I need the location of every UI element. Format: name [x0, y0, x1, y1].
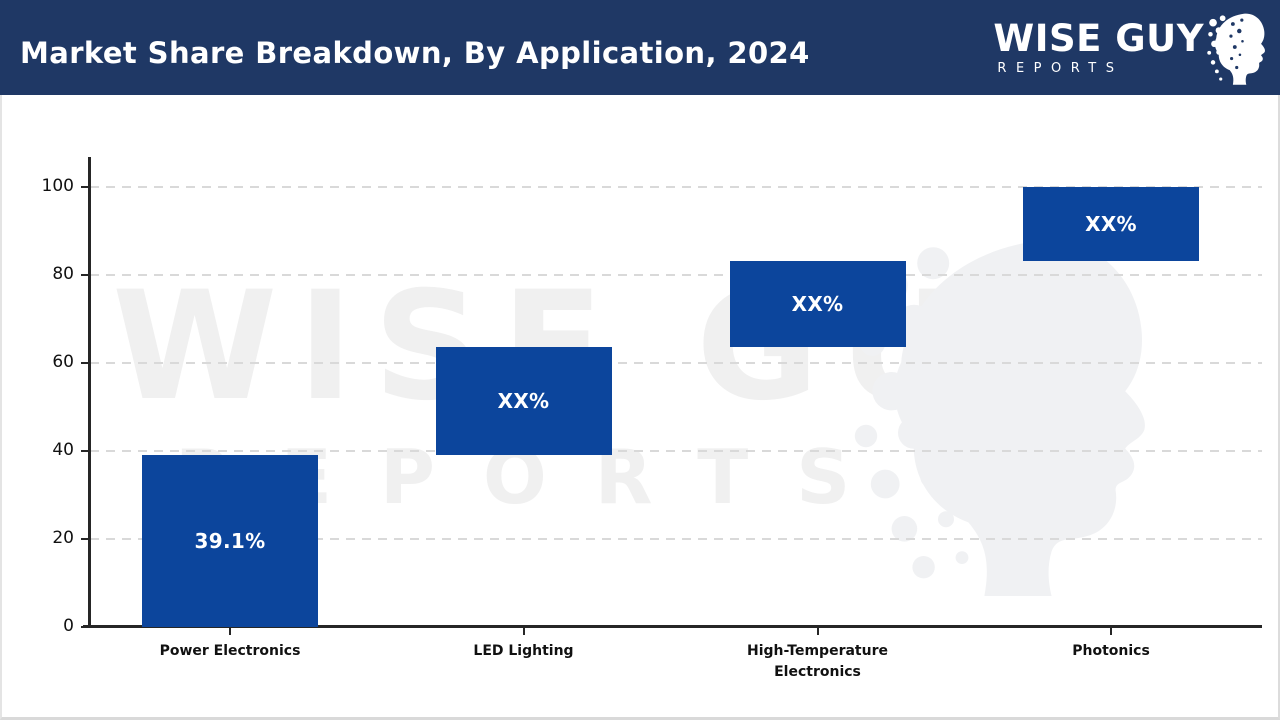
watermark-head-icon — [854, 240, 1145, 596]
gridline-60 — [90, 362, 1262, 364]
x-category-label: Power Electronics — [159, 643, 301, 659]
y-tick-label-80: 80 — [52, 264, 74, 284]
gridline-80 — [90, 274, 1262, 276]
bar-value-label: XX% — [1085, 211, 1137, 236]
y-tick-mark-60 — [81, 362, 88, 364]
y-tick-label-40: 40 — [52, 440, 74, 460]
x-tick-mark — [1110, 628, 1112, 635]
bar-segment: XX% — [729, 260, 906, 348]
y-tick-label-0: 0 — [63, 616, 74, 636]
chart-title: Market Share Breakdown, By Application, … — [20, 36, 810, 70]
y-tick-label-60: 60 — [52, 352, 74, 372]
bar-value-label: XX% — [497, 389, 550, 414]
gridline-100 — [90, 186, 1262, 188]
brand-logo-text: WISE GUY REPORTS — [993, 20, 1204, 76]
x-category-label: Photonics — [1072, 643, 1150, 659]
y-tick-mark-100 — [81, 186, 88, 188]
x-axis-line — [83, 625, 1262, 628]
x-category-label: High-Temperature Electronics — [747, 643, 888, 680]
bar-segment: XX% — [1023, 187, 1199, 261]
header-bar: Market Share Breakdown, By Application, … — [0, 0, 1280, 95]
gridline-20 — [90, 538, 1262, 540]
bar-value-label: XX% — [791, 292, 844, 317]
gridline-40 — [90, 450, 1262, 452]
y-tick-mark-40 — [81, 450, 88, 452]
brand-name: WISE GUY — [993, 17, 1204, 60]
y-tick-label-100: 100 — [41, 176, 74, 196]
x-category-label: LED Lighting — [473, 643, 574, 659]
brand-subname: REPORTS — [997, 61, 1124, 76]
bar-segment: XX% — [435, 347, 612, 455]
brand-head-icon — [1207, 13, 1265, 85]
y-tick-mark-20 — [81, 538, 88, 540]
x-tick-mark — [522, 628, 525, 635]
bar-segment: 39.1% — [142, 454, 318, 627]
bar-value-label: 39.1% — [194, 528, 266, 553]
x-tick-mark — [816, 628, 819, 635]
y-tick-mark-80 — [81, 274, 88, 276]
brand-logo: WISE GUY REPORTS — [993, 5, 1270, 91]
y-tick-label-20: 20 — [52, 528, 74, 548]
x-tick-mark — [229, 628, 231, 635]
y-axis-line — [88, 157, 91, 628]
y-tick-mark-0 — [81, 626, 88, 628]
